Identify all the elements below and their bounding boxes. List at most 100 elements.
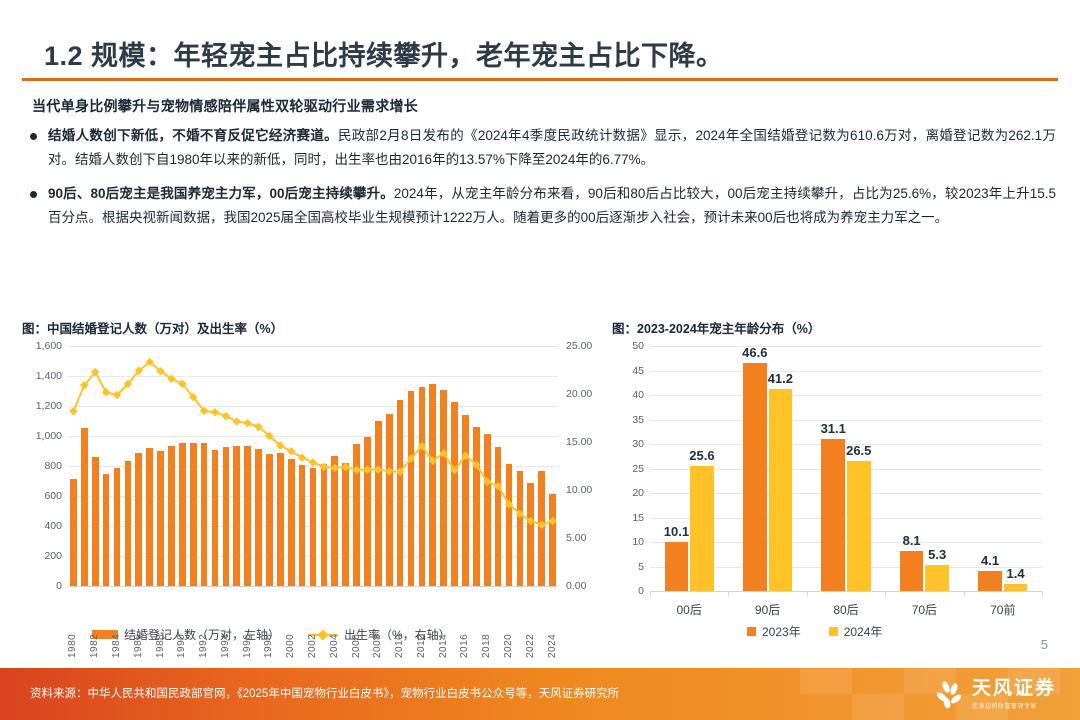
y-tick-label: 400: [44, 520, 62, 532]
bar-value-label: 1.4: [1006, 566, 1025, 582]
y-tick-label: 35: [632, 413, 644, 426]
bar: [255, 449, 262, 586]
chart-owner-age: 图：2023-2024年宠主年龄分布（%） 2023年 2024年 0 5 10 15 2…: [612, 318, 1062, 658]
x-tick-label: 90后: [754, 603, 781, 617]
bullet-lead-bold: 结婚人数创下新低，不婚不育反促它经济赛道。: [48, 128, 338, 143]
x-tick-label: 1984: [111, 633, 122, 658]
gridline: [650, 370, 1042, 372]
bar: [664, 541, 689, 591]
bullet-body: 民政部2月8日发布的《2024年4季度民政统计数据》显示，2024年全国结婚登记…: [48, 128, 1056, 167]
bar-value-label: 26.5: [846, 443, 872, 459]
y-tick-label: 40: [632, 389, 644, 401]
page-title: 1.2 规模：年轻宠主占比持续攀升，老年宠主占比下降。: [44, 41, 724, 71]
bar: [407, 390, 415, 586]
bar: [222, 446, 230, 586]
source-note: 资料来源：中华人民共和国民政部官网，《2025年中国宠物行业白皮书》，宠物行业白…: [30, 688, 620, 700]
gridline: [650, 542, 1042, 543]
bar: [418, 387, 426, 586]
bar: [978, 570, 1002, 591]
bar: [690, 465, 714, 591]
bar: [70, 478, 77, 586]
bar: [429, 383, 437, 586]
bar: [516, 471, 524, 586]
plot-area-left: [68, 346, 558, 587]
x-tick-label: 1988: [154, 633, 166, 658]
x-tick-label: 2014: [437, 633, 449, 658]
bar: [1003, 584, 1028, 591]
chart-title-left: 图：中国结婚登记人数（万对）及出生率（%）: [22, 322, 284, 336]
y-tick-label: 1,600: [35, 340, 62, 352]
title-underline: [22, 78, 1058, 81]
bar: [440, 389, 448, 586]
bar: [266, 454, 273, 586]
gridline: [650, 566, 1042, 568]
bar: [287, 458, 295, 586]
x-tick-label: 2024: [546, 633, 558, 658]
bar: [342, 462, 350, 586]
chart-title-right: 图：2023-2024年宠主年龄分布（%）: [612, 322, 821, 336]
gridline: [68, 346, 558, 347]
gridline: [68, 406, 558, 407]
y2-tick-label: 5.00: [566, 532, 587, 544]
x-tick-label: 2006: [350, 633, 362, 658]
bullet-dot-icon: [30, 191, 37, 198]
gridline: [650, 517, 1042, 519]
bar: [483, 433, 491, 586]
bar: [113, 467, 121, 586]
bar: [200, 443, 208, 586]
legend-left: 结婚登记人数（万对，左轴） 出生率（%，右轴）: [92, 626, 451, 643]
bar: [244, 445, 252, 586]
y-tick-label: 20: [632, 487, 644, 499]
bar: [768, 389, 793, 591]
y-tick-label: 0: [56, 580, 62, 592]
y-tick-label: 1,000: [35, 430, 62, 442]
bar: [527, 483, 535, 586]
legend-item: 出生率（%，右轴）: [308, 626, 451, 643]
y-tick-label: 5: [638, 560, 644, 573]
legend-item: 2024年: [828, 623, 883, 640]
bullet-list: 结婚人数创下新低，不婚不育反促它经济赛道。民政部2月8日发布的《2024年4季度…: [26, 124, 1056, 240]
bar: [168, 445, 175, 586]
y-tick-label: 600: [44, 490, 62, 502]
legend-swatch-icon: [828, 627, 838, 636]
bar: [211, 450, 219, 586]
chart-marriage-birthrate: 图：中国结婚登记人数（万对）及出生率（%） 结婚登记人数（万对，左轴） 出生率（%…: [22, 318, 602, 658]
x-tick-label: 1986: [132, 633, 144, 658]
bar: [925, 565, 949, 591]
company-logo: 天风证券 您身边的财富管理专家: [934, 679, 1056, 710]
bar: [353, 444, 360, 586]
legend-item: 结婚登记人数（万对，左轴）: [92, 626, 280, 643]
y-tick-label: 10: [632, 536, 644, 548]
y-tick-label: 45: [632, 364, 644, 377]
bar: [102, 473, 110, 586]
x-tick-label: 2016: [459, 633, 471, 658]
y-tick-label: 15: [632, 511, 644, 524]
bar: [462, 414, 469, 586]
y-tick-label: 50: [632, 340, 644, 352]
bar: [309, 468, 317, 586]
footer-decoration: [956, 694, 1008, 720]
bar: [233, 445, 241, 586]
gridline: [68, 436, 558, 437]
bar-value-label: 25.6: [689, 447, 715, 463]
slide-header: 1.2 规模：年轻宠主占比持续攀升，老年宠主占比下降。: [0, 34, 1080, 82]
y-tick-label: 25: [632, 462, 644, 475]
x-tickmark: [963, 591, 965, 596]
gridline: [68, 376, 558, 377]
legend-label: 2024年: [843, 625, 883, 639]
bar: [157, 451, 164, 586]
gridline: [650, 591, 1042, 592]
y-tick-label: 1,400: [35, 370, 62, 382]
logo-tagline: 您身边的财富管理专家: [971, 704, 1037, 710]
y-tick-label: 200: [44, 550, 62, 562]
bar: [385, 414, 393, 586]
y2-tick-label: 20.00: [566, 388, 593, 400]
x-tick-label: 00后: [676, 603, 702, 617]
bar: [298, 465, 306, 586]
legend-right: 2023年 2024年: [747, 623, 882, 640]
x-tick-label: 2020: [503, 633, 514, 658]
y-tick-label: 800: [44, 460, 62, 472]
y2-tick-label: 0.00: [566, 580, 587, 592]
y2-tick-label: 25.00: [566, 340, 593, 352]
bar: [135, 453, 143, 586]
